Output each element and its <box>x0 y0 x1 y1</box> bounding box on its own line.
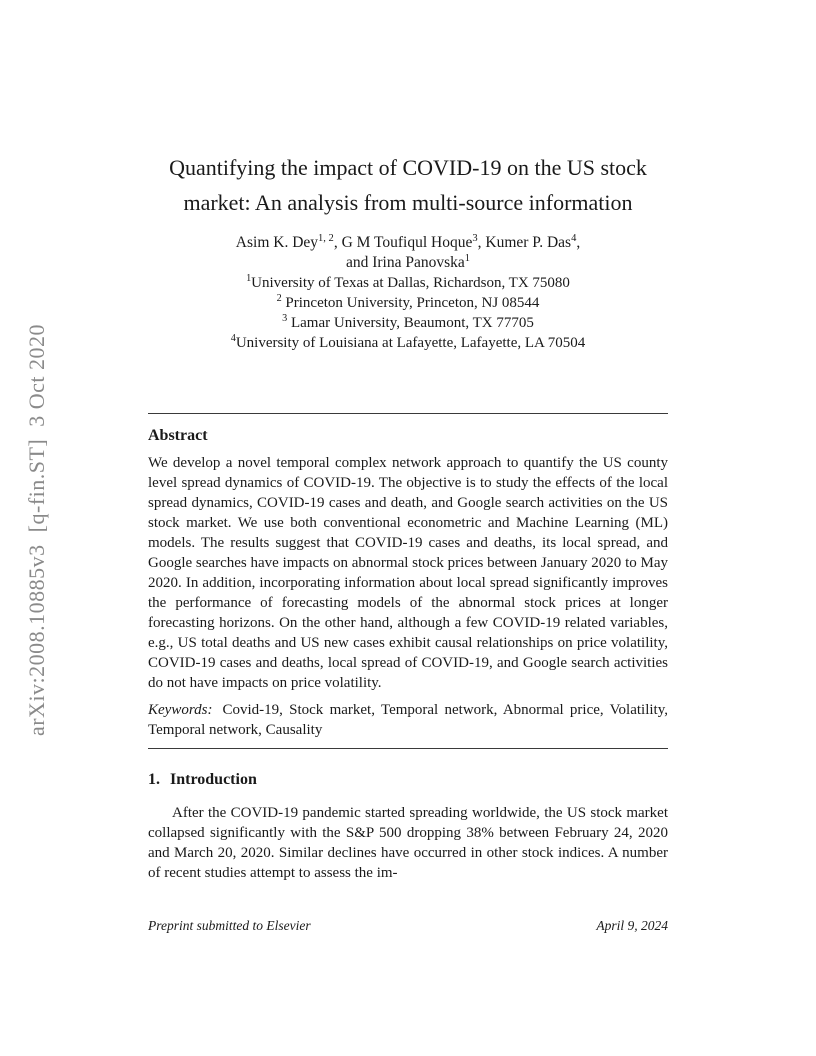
abstract-text: We develop a novel temporal complex netw… <box>148 455 668 691</box>
author-name: , Kumer P. Das <box>477 234 572 251</box>
abstract-heading: Abstract <box>148 427 208 444</box>
affiliation-line: 4University of Louisiana at Lafayette, L… <box>148 333 668 353</box>
abstract-top-rule <box>148 413 668 414</box>
keywords-label: Keywords: <box>148 702 213 718</box>
author-affil-ref: 1, 2 <box>318 232 334 244</box>
keywords-list: Covid-19, Stock market, Temporal network… <box>148 702 668 738</box>
footer-submission-note: Preprint submitted to Elsevier <box>148 918 311 933</box>
affiliation-text: University of Louisiana at Lafayette, La… <box>235 335 586 351</box>
author-name: , G M Toufiqul Hoque <box>333 234 473 251</box>
affiliation-line: 3 Lamar University, Beaumont, TX 77705 <box>148 313 668 333</box>
author-line-2: and Irina Panovska1 <box>148 253 668 273</box>
content-column: Quantifying the impact of COVID-19 on th… <box>148 0 668 933</box>
keywords-block: Keywords: Covid-19, Stock market, Tempora… <box>148 700 668 740</box>
author-affil-ref: 1 <box>464 252 471 264</box>
author-name: , <box>576 234 581 251</box>
section-title: Introduction <box>170 771 257 788</box>
affiliation-text: Lamar University, Beaumont, TX 77705 <box>287 315 534 331</box>
abstract-bottom-rule <box>148 748 668 749</box>
author-name: Asim K. Dey <box>235 234 319 251</box>
paper-title-line-1: Quantifying the impact of COVID-19 on th… <box>169 155 647 180</box>
author-name: and Irina Panovska <box>345 254 465 271</box>
affiliation-marker: 4 <box>230 333 236 344</box>
affiliation-line: 1University of Texas at Dallas, Richards… <box>148 273 668 293</box>
section-heading-introduction: 1. Introduction <box>148 771 668 789</box>
page-footer: Preprint submitted to Elsevier April 9, … <box>148 918 668 934</box>
author-block: Asim K. Dey1, 2, G M Toufiqul Hoque3, Ku… <box>148 233 668 273</box>
paper-title-line-2: market: An analysis from multi-source in… <box>183 190 633 215</box>
author-affil-ref: 3 <box>472 232 478 244</box>
affiliation-block: 1University of Texas at Dallas, Richards… <box>148 273 668 353</box>
affiliation-text: Princeton University, Princeton, NJ 0854… <box>281 295 540 311</box>
arxiv-watermark: arXiv:2008.10885v3 [q-fin.ST] 3 Oct 2020 <box>24 323 49 737</box>
author-line-1: Asim K. Dey1, 2, G M Toufiqul Hoque3, Ku… <box>148 233 668 253</box>
affiliation-marker: 1 <box>246 273 252 284</box>
section-number: 1. <box>148 771 160 788</box>
affiliation-marker: 3 <box>282 313 288 324</box>
paper-title: Quantifying the impact of COVID-19 on th… <box>148 150 668 220</box>
introduction-paragraph: After the COVID-19 pandemic started spre… <box>148 805 668 881</box>
affiliation-text: University of Texas at Dallas, Richardso… <box>251 275 570 291</box>
footer-date: April 9, 2024 <box>596 918 668 933</box>
affiliation-line: 2 Princeton University, Princeton, NJ 08… <box>148 293 668 313</box>
affiliation-marker: 2 <box>276 293 282 304</box>
author-affil-ref: 4 <box>571 232 577 244</box>
